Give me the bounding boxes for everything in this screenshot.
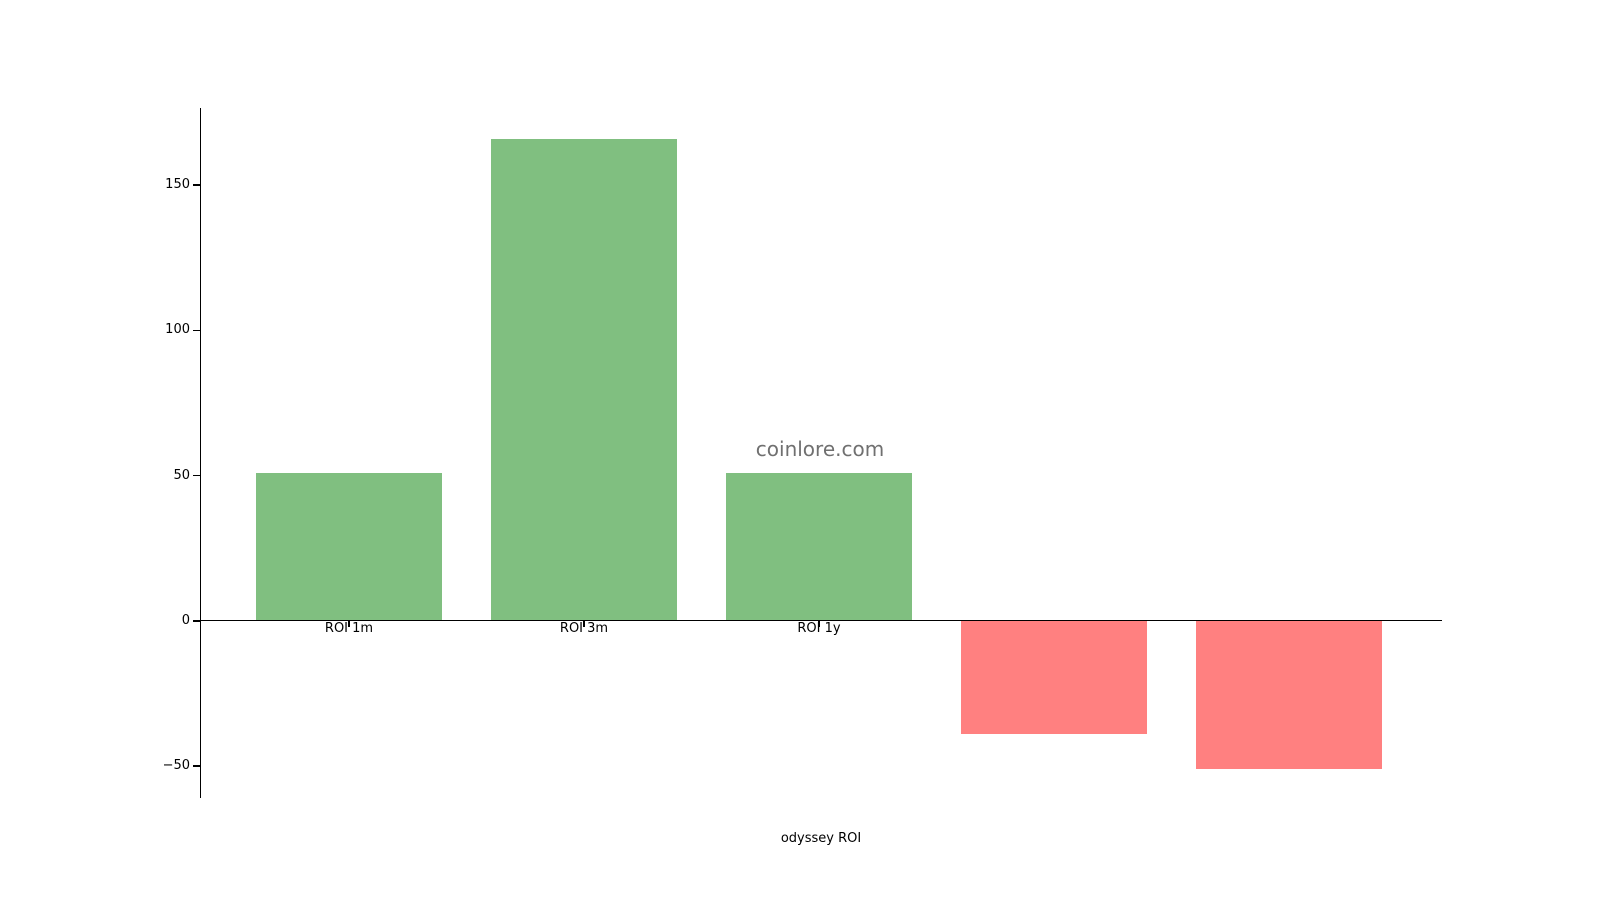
y-tick-mark (193, 329, 200, 331)
y-tick-label: 150 (165, 176, 190, 192)
y-tick-mark (193, 765, 200, 767)
y-axis-line (199, 108, 201, 798)
x-tick-label: ROI 1y (797, 620, 841, 636)
bar-unlabeled-4 (961, 620, 1147, 735)
y-tick-mark (193, 620, 200, 622)
y-tick-label: 50 (173, 467, 190, 483)
y-tick-mark (193, 184, 200, 186)
bar-roi-1m (256, 472, 442, 621)
y-tick-label: 0 (181, 612, 190, 628)
bar-unlabeled-5 (1196, 620, 1382, 769)
x-axis-zero-line (199, 619, 1442, 622)
x-tick-label: ROI 3m (559, 620, 609, 636)
y-tick-label: −50 (162, 758, 190, 774)
y-tick-mark (193, 474, 200, 477)
bar-roi-3m (491, 138, 677, 621)
bar-roi-1y (726, 472, 912, 621)
x-tick-mark (348, 620, 350, 627)
x-tick-mark (583, 620, 585, 627)
y-tick-label: 100 (165, 322, 190, 338)
chart-title: odyssey ROI (780, 831, 862, 846)
x-tick-label: ROI 1m (324, 620, 374, 636)
x-tick-mark (818, 620, 820, 627)
watermark-text: coinlore.com (755, 437, 885, 461)
